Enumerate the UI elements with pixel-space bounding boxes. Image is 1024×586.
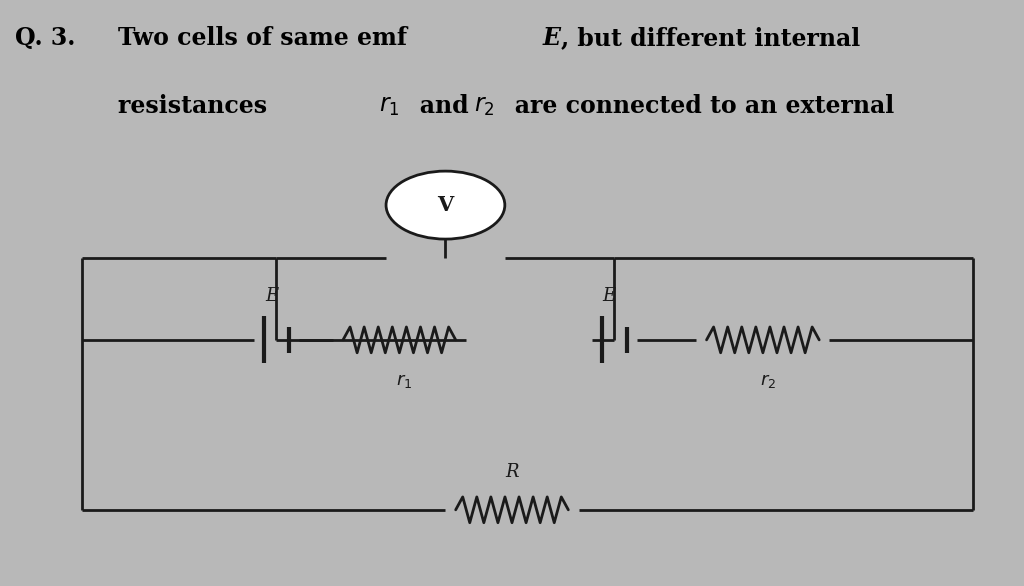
Text: $r_2$: $r_2$	[760, 372, 776, 390]
Text: E: E	[543, 26, 561, 50]
Text: , but different internal: , but different internal	[561, 26, 860, 50]
Text: resistances: resistances	[118, 94, 271, 118]
Circle shape	[386, 171, 505, 239]
Text: Q. 3.: Q. 3.	[15, 26, 76, 50]
Text: R: R	[505, 462, 519, 481]
Text: are connected to an external: are connected to an external	[510, 94, 894, 118]
Text: $r_2$: $r_2$	[474, 94, 495, 118]
Text: E: E	[603, 287, 615, 305]
Text: and: and	[415, 94, 473, 118]
Text: $r_1$: $r_1$	[396, 372, 413, 390]
Text: V: V	[437, 195, 454, 215]
Text: E: E	[265, 287, 278, 305]
Text: Two cells of same emf: Two cells of same emf	[118, 26, 412, 50]
Text: $r_1$: $r_1$	[379, 94, 399, 118]
